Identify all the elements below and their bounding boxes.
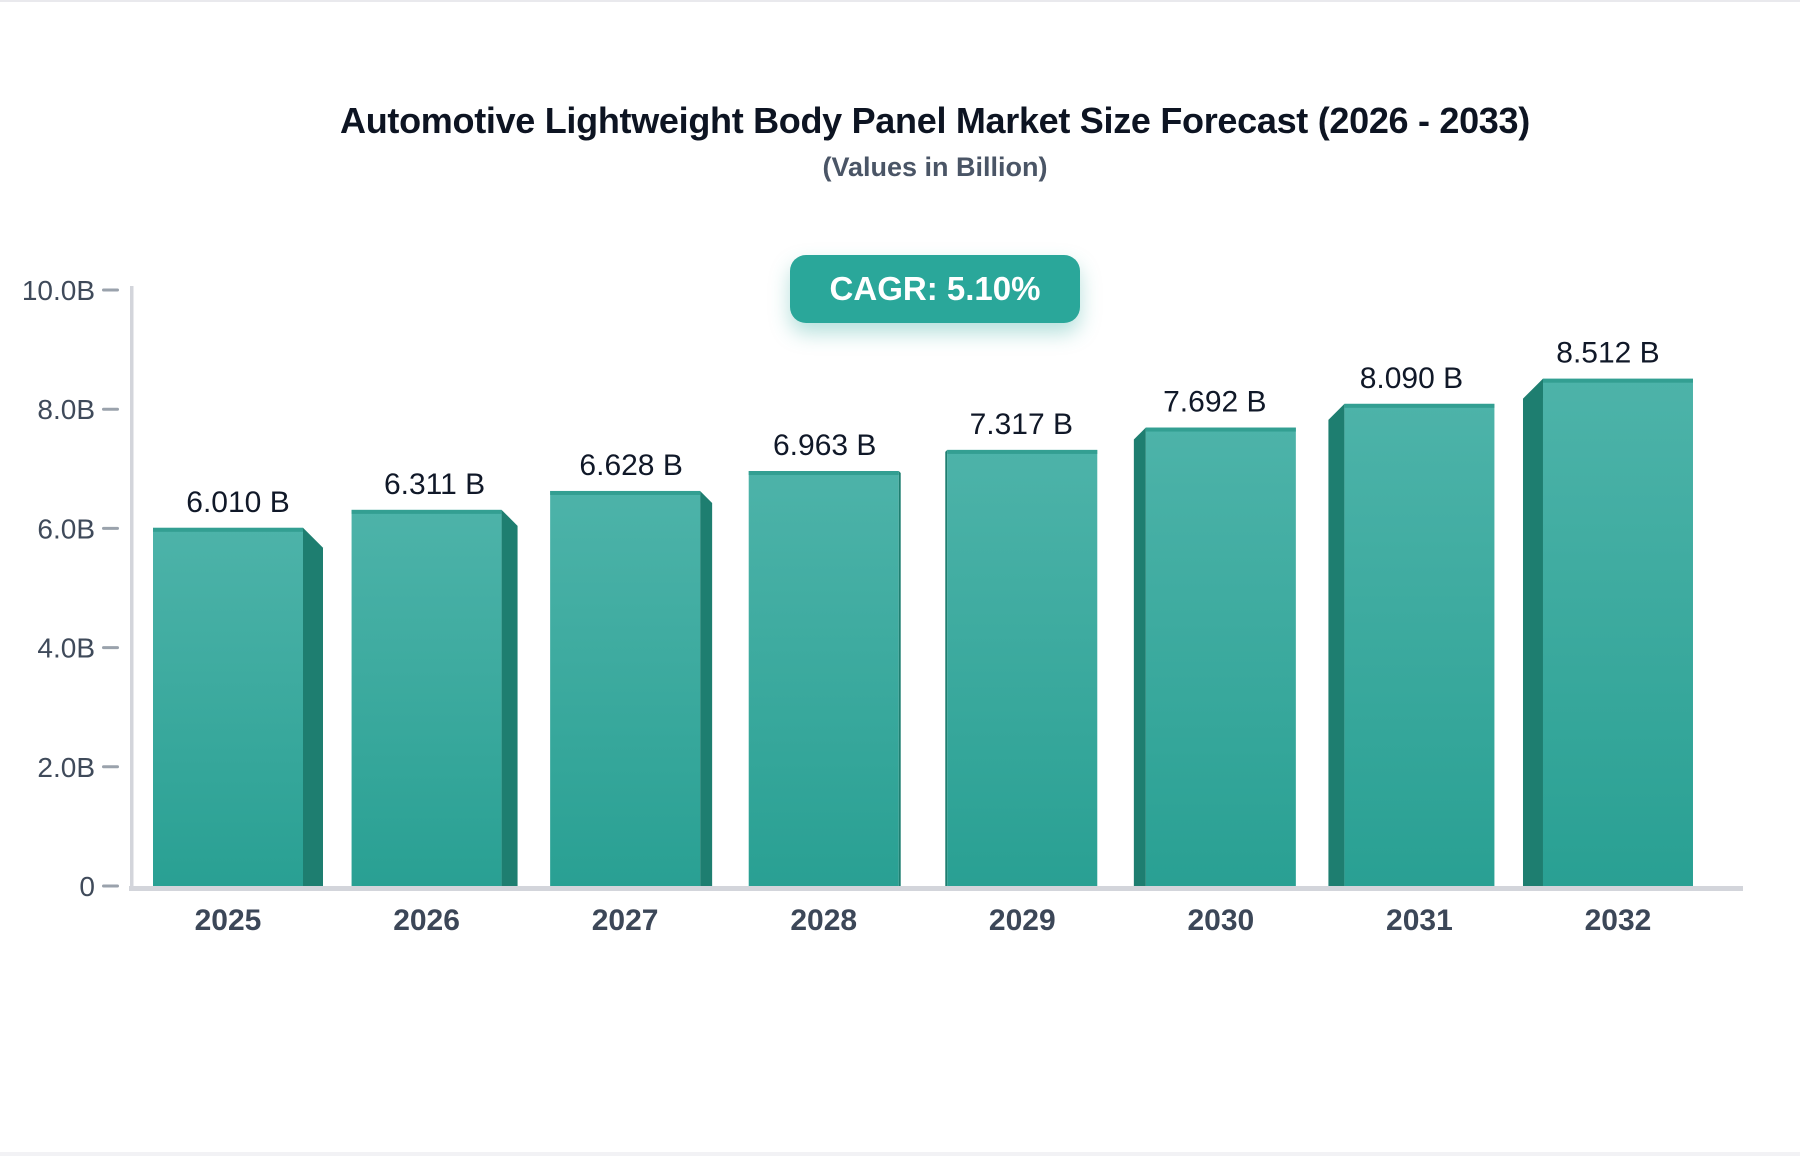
bar-front bbox=[748, 471, 899, 886]
y-axis-label: 0 bbox=[79, 871, 95, 902]
cagr-badge-row: CAGR: 5.10% bbox=[70, 255, 1800, 323]
chart-title: Automotive Lightweight Body Panel Market… bbox=[340, 100, 1530, 141]
x-axis-label: 2032 bbox=[1585, 904, 1652, 937]
x-axis-label: 2025 bbox=[195, 904, 262, 937]
bar-top-edge bbox=[351, 509, 502, 514]
bar-top-edge bbox=[1145, 427, 1296, 432]
cagr-badge: CAGR: 5.10% bbox=[789, 255, 1081, 323]
bar-side bbox=[1522, 378, 1543, 886]
bar-top-edge bbox=[153, 527, 303, 532]
y-axis-tick bbox=[102, 407, 119, 411]
bar-side bbox=[1133, 427, 1146, 886]
y-axis-tick bbox=[102, 288, 119, 292]
bar-side bbox=[898, 471, 901, 886]
bar-value-label: 6.628 B bbox=[579, 449, 682, 482]
y-axis-label: 8.0B bbox=[37, 394, 95, 425]
bar-value-label: 6.010 B bbox=[186, 486, 289, 519]
bar-top-edge bbox=[947, 449, 1098, 454]
chart-subtitle: (Values in Billion) bbox=[822, 152, 1048, 182]
bar-value-label: 8.512 B bbox=[1556, 337, 1659, 370]
bar-top-edge bbox=[1542, 378, 1693, 383]
y-axis-label: 10.0B bbox=[22, 275, 95, 306]
x-axis-label: 2030 bbox=[1187, 904, 1254, 937]
bar-top-edge bbox=[550, 490, 701, 495]
bar-side bbox=[303, 527, 323, 886]
bar-side bbox=[501, 509, 518, 886]
x-axis-label: 2026 bbox=[393, 904, 460, 937]
y-axis-tick bbox=[102, 646, 119, 650]
bar-top-edge bbox=[1344, 403, 1495, 408]
bar-side bbox=[700, 490, 713, 886]
y-axis-line bbox=[130, 286, 134, 891]
bar-side bbox=[1328, 403, 1345, 886]
bar-value-label: 8.090 B bbox=[1360, 362, 1463, 395]
y-axis-tick bbox=[102, 526, 119, 530]
bar-front bbox=[1145, 427, 1296, 886]
bar-value-label: 6.311 B bbox=[384, 468, 485, 501]
y-axis-label: 2.0B bbox=[37, 752, 95, 783]
bar-front bbox=[351, 509, 502, 886]
y-axis-tick bbox=[102, 765, 119, 769]
bar-front bbox=[550, 490, 701, 886]
x-axis-label: 2027 bbox=[592, 904, 659, 937]
x-axis-line bbox=[129, 886, 1743, 891]
y-axis-label: 4.0B bbox=[37, 633, 95, 664]
bar-front bbox=[1344, 403, 1495, 886]
bar-value-label: 7.692 B bbox=[1163, 386, 1266, 419]
x-axis-label: 2028 bbox=[790, 904, 857, 937]
bar-front bbox=[153, 527, 303, 886]
bar-front bbox=[1542, 378, 1693, 886]
x-axis-label: 2031 bbox=[1386, 904, 1453, 937]
bar-front bbox=[947, 449, 1098, 886]
bar-value-label: 6.963 B bbox=[773, 429, 876, 462]
x-axis-label: 2029 bbox=[989, 904, 1056, 937]
bar-top-edge bbox=[748, 471, 899, 476]
y-axis-tick bbox=[102, 884, 119, 888]
bar-side bbox=[945, 449, 948, 886]
y-axis-label: 6.0B bbox=[37, 513, 95, 544]
bar-value-label: 7.317 B bbox=[970, 408, 1073, 441]
